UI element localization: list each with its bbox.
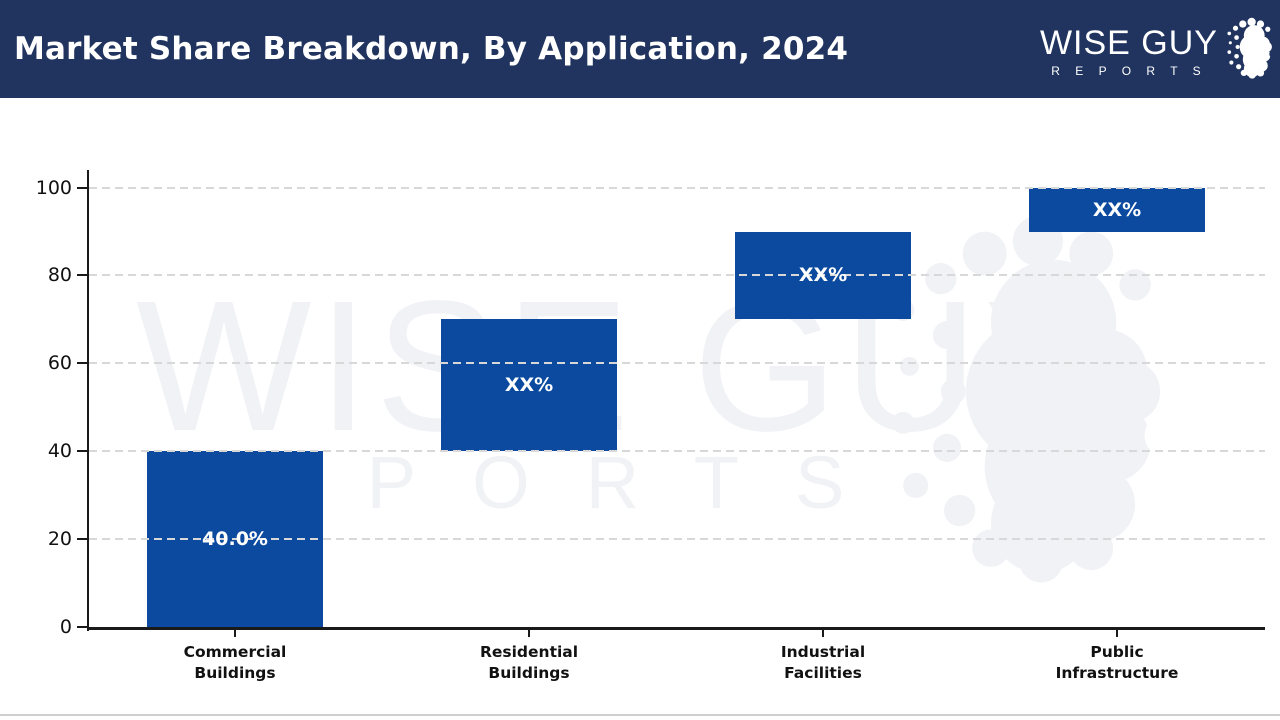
y-tick-80 bbox=[77, 274, 87, 277]
x-tick-2 bbox=[528, 630, 530, 637]
wise-guy-reports-logo: WISE GUY R E P O R T S bbox=[1030, 0, 1280, 98]
y-tick-label-80: 80 bbox=[47, 264, 72, 287]
gridline-40 bbox=[89, 450, 1265, 453]
page-title: Market Share Breakdown, By Application, … bbox=[14, 31, 849, 67]
y-axis-line bbox=[87, 170, 89, 631]
gridline-80 bbox=[89, 274, 1265, 277]
header: Market Share Breakdown, By Application, … bbox=[0, 0, 1280, 98]
gridline-100 bbox=[89, 186, 1265, 189]
logo-subtext: R E P O R T S bbox=[1051, 64, 1207, 78]
gridline-60 bbox=[89, 362, 1265, 365]
y-tick-40 bbox=[77, 450, 87, 453]
x-tick-3 bbox=[822, 630, 824, 637]
bar-value-label-2: XX% bbox=[504, 374, 554, 397]
y-tick-0 bbox=[77, 626, 87, 628]
x-tick-4 bbox=[1116, 630, 1118, 637]
watermark: WISE GUY REPORTS bbox=[0, 98, 1280, 720]
logo-face-icon bbox=[1227, 17, 1274, 79]
bar-4 bbox=[1029, 187, 1205, 232]
bar-value-label-3: XX% bbox=[798, 264, 848, 287]
y-tick-60 bbox=[77, 362, 87, 365]
x-category-label-4: Public Infrastructure bbox=[1055, 643, 1179, 682]
y-tick-label-40: 40 bbox=[47, 440, 72, 463]
y-tick-20 bbox=[77, 538, 87, 541]
y-tick-label-0: 0 bbox=[59, 616, 72, 638]
watermark-wordmark: WISE GUY bbox=[136, 263, 1115, 470]
x-category-label-2: Residential Buildings bbox=[479, 643, 579, 682]
y-tick-label-60: 60 bbox=[47, 352, 72, 375]
y-tick-label-100: 100 bbox=[35, 176, 72, 199]
bar-value-label-4: XX% bbox=[1092, 198, 1142, 221]
bottom-border bbox=[0, 714, 1280, 716]
x-category-label-1: Commercial Buildings bbox=[183, 643, 287, 682]
bar-2 bbox=[441, 319, 617, 452]
logo-wordmark: WISE GUY bbox=[1039, 24, 1218, 62]
gridline-20 bbox=[89, 538, 1265, 541]
x-tick-1 bbox=[234, 630, 236, 637]
logo-text: WISE GUY R E P O R T S bbox=[1040, 26, 1218, 78]
bar-value-label-1: 40.0% bbox=[202, 528, 268, 551]
y-tick-100 bbox=[77, 186, 87, 189]
y-tick-label-20: 20 bbox=[47, 528, 72, 551]
x-category-label-3: Industrial Facilities bbox=[780, 643, 866, 682]
chart-area: WISE GUY REPORTS 0 20 40 60 80 100 40.0% Commer… bbox=[0, 98, 1280, 720]
x-axis-line bbox=[87, 627, 1265, 630]
plot-area: 0 20 40 60 80 100 40.0% Commercial Buildings XX% R… bbox=[0, 98, 1280, 720]
